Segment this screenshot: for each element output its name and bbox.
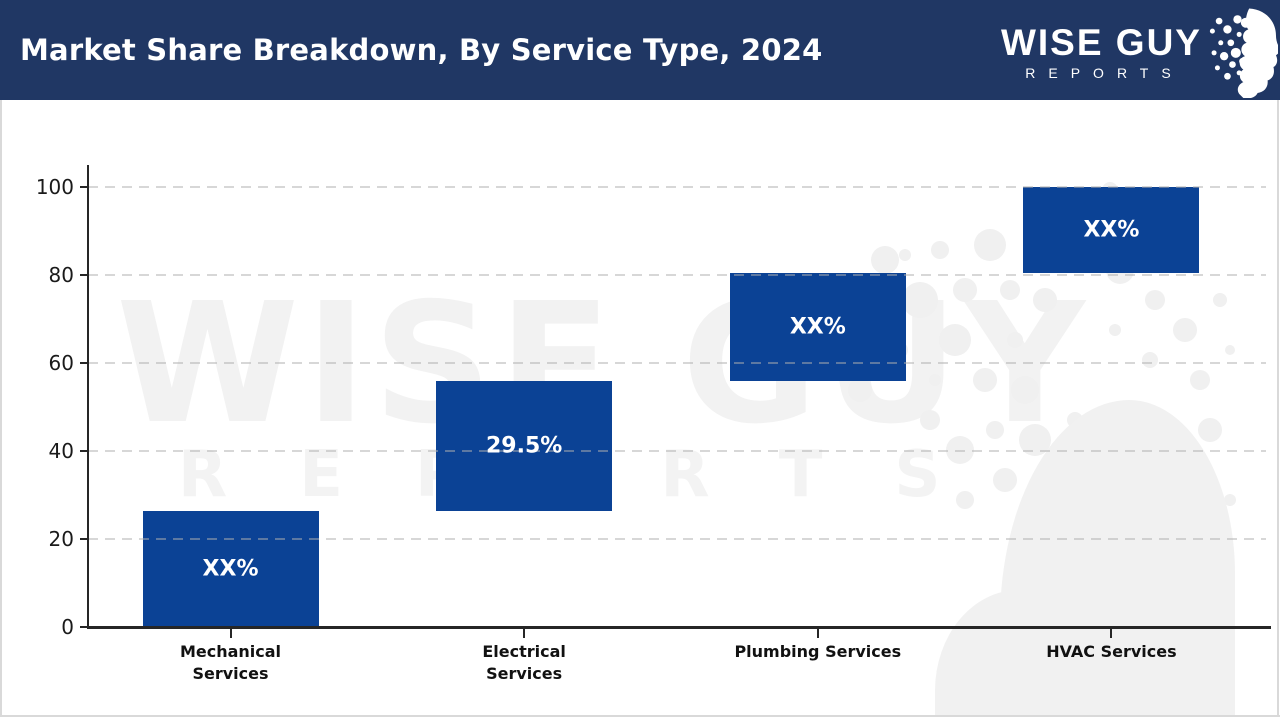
y-axis-tick <box>80 626 88 628</box>
gridline <box>88 450 1266 452</box>
watermark-dot <box>939 324 971 356</box>
y-axis-tick-label: 100 <box>35 175 74 199</box>
watermark-dot <box>974 229 1006 261</box>
bar-value-label: XX% <box>789 314 846 340</box>
x-axis-label: HVAC Services <box>1046 642 1177 661</box>
watermark-dot <box>931 241 949 259</box>
watermark-dot <box>953 278 977 302</box>
watermark-dot <box>1190 370 1210 390</box>
x-axis-line <box>87 626 1271 629</box>
watermark-dot <box>1198 418 1222 442</box>
watermark-dot <box>986 421 1004 439</box>
x-axis-label: Plumbing Services <box>734 642 902 661</box>
x-axis-tick <box>816 629 819 638</box>
gridline <box>88 274 1266 276</box>
watermark-dot <box>1213 293 1227 307</box>
y-axis-tick <box>80 186 88 188</box>
brand-head-icon <box>1209 8 1278 98</box>
y-axis-tick-label: 0 <box>61 615 74 639</box>
y-axis-tick <box>80 362 88 364</box>
x-axis-tick <box>229 629 232 638</box>
x-axis-tick <box>1110 629 1113 638</box>
watermark-dot <box>1224 494 1236 506</box>
frame-border-left <box>0 100 2 716</box>
watermark-dot <box>1173 318 1197 342</box>
brand-name: WISE GUY <box>1000 22 1202 63</box>
watermark-dot <box>1142 352 1158 368</box>
watermark-dot <box>973 368 997 392</box>
bar <box>436 381 613 511</box>
frame-border-bottom <box>0 715 1280 717</box>
y-axis-tick-label: 60 <box>48 351 74 375</box>
header-bar: Market Share Breakdown, By Service Type,… <box>0 0 1280 100</box>
watermark-dot <box>1007 332 1023 348</box>
y-axis-line <box>87 165 89 628</box>
y-axis-tick-label: 40 <box>48 439 74 463</box>
brand-subtitle: REPORTS <box>1025 65 1184 81</box>
x-axis-label: Mechanical Services <box>179 642 282 683</box>
bar-value-label: 29.5% <box>485 433 563 459</box>
x-axis-tick <box>523 629 526 638</box>
watermark-dot <box>993 468 1017 492</box>
gridline <box>88 186 1266 188</box>
bar-value-label: XX% <box>1083 217 1140 243</box>
watermark-dot <box>929 374 941 386</box>
gridline <box>88 538 1266 540</box>
watermark-dot <box>1225 345 1235 355</box>
page-title: Market Share Breakdown, By Service Type,… <box>20 33 823 67</box>
watermark-dot <box>899 249 911 261</box>
watermark-dot <box>920 410 940 430</box>
bar-value-label: XX% <box>202 556 259 582</box>
watermark-dot <box>1033 288 1057 312</box>
brand-logo: WISE GUY REPORTS <box>1000 22 1202 82</box>
watermark-dot <box>848 378 872 402</box>
watermark-dot <box>902 282 938 318</box>
y-axis-tick-label: 20 <box>48 527 74 551</box>
watermark-dot <box>871 246 899 274</box>
gridline <box>88 362 1266 364</box>
x-axis-label: Electrical Services <box>482 642 566 683</box>
y-axis-tick <box>80 538 88 540</box>
y-axis-tick <box>80 450 88 452</box>
bar <box>1023 187 1200 273</box>
watermark-dot <box>1145 290 1165 310</box>
watermark-dot <box>1000 280 1020 300</box>
y-axis-tick-label: 80 <box>48 263 74 287</box>
watermark-dot <box>956 491 974 509</box>
y-axis-tick <box>80 274 88 276</box>
watermark-dot <box>1011 376 1039 404</box>
bar <box>142 510 319 627</box>
watermark-dot <box>1109 324 1121 336</box>
frame-border-right <box>1277 100 1279 716</box>
